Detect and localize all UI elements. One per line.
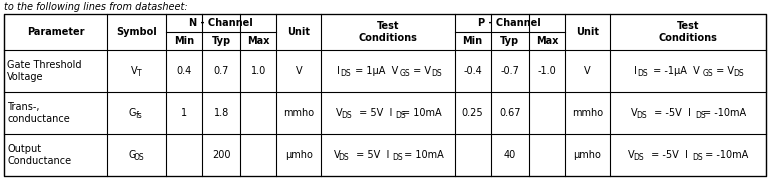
Text: mmho: mmho	[283, 108, 314, 118]
Text: = -5V  I: = -5V I	[648, 150, 688, 160]
Text: Max: Max	[536, 36, 558, 46]
Text: Typ: Typ	[500, 36, 519, 46]
Text: DS: DS	[637, 69, 648, 78]
Text: 200: 200	[212, 150, 230, 160]
Text: Unit: Unit	[287, 27, 310, 37]
Text: Parameter: Parameter	[27, 27, 84, 37]
Text: 0.67: 0.67	[499, 108, 521, 118]
Text: = -1μA  V: = -1μA V	[650, 66, 700, 76]
Text: P - Channel: P - Channel	[478, 18, 541, 28]
Text: Symbol: Symbol	[116, 27, 157, 37]
Text: Trans-,
conductance: Trans-, conductance	[7, 102, 70, 124]
Text: 40: 40	[504, 150, 516, 160]
Text: V: V	[333, 150, 340, 160]
Text: DS: DS	[636, 111, 647, 120]
Text: GS: GS	[702, 69, 713, 78]
Text: mmho: mmho	[572, 108, 603, 118]
Text: 0.7: 0.7	[213, 66, 229, 76]
Text: -0.4: -0.4	[464, 66, 482, 76]
Text: Test
Conditions: Test Conditions	[358, 21, 417, 43]
Text: Max: Max	[247, 36, 270, 46]
Text: DS: DS	[633, 153, 644, 162]
Text: DS: DS	[396, 111, 406, 120]
Text: = V: = V	[713, 66, 734, 76]
Text: Min: Min	[463, 36, 483, 46]
Text: = 5V  I: = 5V I	[356, 108, 392, 118]
Text: 0.4: 0.4	[176, 66, 192, 76]
Text: to the following lines from datasheet:: to the following lines from datasheet:	[4, 2, 188, 12]
Text: GS: GS	[400, 69, 410, 78]
Text: Test
Conditions: Test Conditions	[658, 21, 718, 43]
Text: T: T	[137, 69, 142, 78]
Text: DS: DS	[340, 69, 350, 78]
Text: = 10mA: = 10mA	[402, 108, 442, 118]
Text: V: V	[296, 66, 302, 76]
Text: DS: DS	[734, 69, 745, 78]
Text: = -5V  I: = -5V I	[651, 108, 691, 118]
Text: Output
Conductance: Output Conductance	[7, 144, 71, 166]
Text: 0.25: 0.25	[462, 108, 484, 118]
Text: = -10mA: = -10mA	[703, 108, 746, 118]
Text: 1: 1	[181, 108, 187, 118]
Text: N - Channel: N - Channel	[189, 18, 253, 28]
Text: DS: DS	[695, 111, 706, 120]
Text: fs: fs	[136, 111, 142, 120]
Text: = V: = V	[410, 66, 431, 76]
Text: DS: DS	[430, 69, 441, 78]
Text: μmho: μmho	[574, 150, 601, 160]
Text: 1.0: 1.0	[251, 66, 266, 76]
Text: DS: DS	[341, 111, 352, 120]
Text: I: I	[336, 66, 340, 76]
Text: = -10mA: = -10mA	[701, 150, 748, 160]
Text: -0.7: -0.7	[500, 66, 519, 76]
Text: = 5V  I: = 5V I	[353, 150, 389, 160]
Text: V: V	[336, 108, 343, 118]
Text: V: V	[131, 66, 138, 76]
Text: G: G	[129, 150, 136, 160]
Text: Typ: Typ	[212, 36, 231, 46]
Text: Unit: Unit	[576, 27, 599, 37]
Text: = 10mA: = 10mA	[400, 150, 444, 160]
Text: = 1μA  V: = 1μA V	[352, 66, 398, 76]
Text: Gate Threshold
Voltage: Gate Threshold Voltage	[7, 60, 82, 82]
Text: OS: OS	[134, 153, 145, 162]
Text: V: V	[584, 66, 591, 76]
Text: DS: DS	[339, 153, 350, 162]
Text: 1.8: 1.8	[213, 108, 229, 118]
Text: DS: DS	[693, 153, 703, 162]
Text: V: V	[628, 150, 634, 160]
Text: I: I	[634, 66, 637, 76]
Text: DS: DS	[393, 153, 403, 162]
Text: G: G	[129, 108, 136, 118]
Text: Min: Min	[174, 36, 194, 46]
Text: V: V	[631, 108, 638, 118]
Text: μmho: μmho	[285, 150, 313, 160]
Text: -1.0: -1.0	[537, 66, 556, 76]
